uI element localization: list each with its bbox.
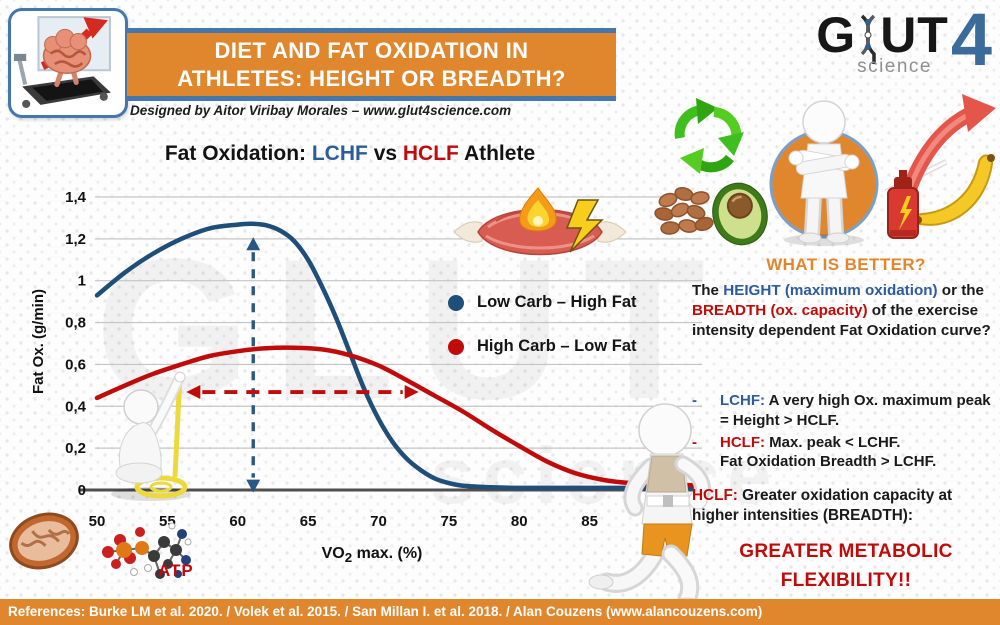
measuring-tape-figure-icon (111, 371, 191, 501)
legend-item-hclf: High Carb – Low Fat (448, 337, 637, 356)
chart-title-hclf: HCLF (402, 142, 459, 165)
logo-text-ut: UT (880, 7, 949, 63)
y-tick-label: 0,2 (65, 440, 86, 457)
bullet-term-lchf: LCHF: (720, 392, 765, 409)
legend-dot-blue (448, 294, 464, 311)
title-line1: DIET AND FAT OXIDATION IN (214, 38, 529, 63)
runner-figure-icon (588, 403, 716, 622)
x-axis-title: VO2 max. (%) (321, 545, 423, 566)
x-tick-label: 80 (511, 513, 528, 530)
height-arrow-head-up (246, 237, 261, 251)
recycle-nuts-avocado-icon (654, 98, 768, 246)
lchf-curve (94, 221, 705, 491)
recycle-arrows-icon (674, 98, 744, 174)
mitochondria-icon (9, 512, 79, 570)
y-tick-label: 0,8 (65, 315, 86, 332)
breadth-term: BREADTH (ox. capacity) (692, 301, 868, 319)
bullet-marker: - (692, 392, 697, 409)
breadth-arrow-head-right (404, 385, 419, 400)
dna-helix-icon (860, 14, 876, 64)
hclf-curve (94, 345, 705, 488)
logo-text-science: science (857, 56, 932, 77)
legend-label-hclf: High Carb – Low Fat (477, 337, 637, 355)
y-tick-label: 0,4 (65, 398, 87, 415)
chart-title-lchf: LCHF (311, 142, 368, 165)
y-axis-title: Fat Ox. (g/min) (30, 289, 47, 395)
energy-gel (887, 170, 919, 239)
chart-title-suffix: Athlete (458, 142, 536, 165)
fat-oxidation-chart: 1,41,210,80,60,40,20505560657075808590 (65, 189, 706, 530)
bullet-term-hclf: HCLF: (720, 433, 765, 451)
final-statement: GREATER METABOLIC FLEXIBILITY!! (739, 541, 953, 592)
title-banner: DIET AND FAT OXIDATION IN ATHLETES: HEIG… (127, 28, 616, 101)
designer-byline: Designed by Aitor Viribay Morales – www.… (130, 103, 512, 118)
conclusion-text: HCLF: Greater oxidation capacity at high… (692, 487, 953, 524)
avocado-icon (712, 182, 768, 246)
brain-treadmill-icon (13, 16, 111, 108)
chart-title-vs: vs (367, 142, 403, 165)
bullet-list: - LCHF: A very high Ox. maximum peak = H… (692, 391, 1000, 474)
references-bar: References: Burke LM et al. 2020. / Vole… (0, 599, 1000, 625)
chart-title-prefix: Fat Oxidation: (164, 142, 312, 165)
legend-item-lchf: Low Carb – High Fat (448, 293, 637, 312)
x-tick-label: 60 (229, 513, 246, 530)
athlete-arms-crossed-icon (769, 100, 879, 246)
logo-text-4: 4 (950, 0, 992, 81)
y-tick-label: 1 (78, 273, 86, 290)
bullet-hclf: - HCLF: Max. peak < LCHF. Fat Oxidation … (692, 433, 937, 471)
brain-treadmill-badge (8, 8, 128, 118)
x-tick-label: 65 (300, 513, 317, 530)
y-tick-label: 1,4 (65, 189, 87, 206)
x-tick-label: 70 (370, 513, 387, 530)
atp-molecule-icon (102, 522, 192, 579)
chart-legend: Low Carb – High Fat High Carb – Low Fat (448, 293, 637, 381)
x-tick-label: 50 (89, 513, 106, 530)
y-tick-label: 0,6 (65, 356, 86, 373)
height-term: HEIGHT (maximum oxidation) (723, 282, 938, 299)
atp-label: ATP (158, 561, 194, 580)
title-line2: ATHLETES: HEIGHT OR BREADTH? (177, 65, 566, 91)
x-tick-label: 85 (581, 513, 598, 530)
panel-paragraph: The HEIGHT (maximum oxidation) or the BR… (692, 282, 991, 339)
y-tick-label: 0 (78, 482, 86, 499)
bullet-marker: - (692, 433, 697, 451)
panel-heading: WHAT IS BETTER? (766, 255, 926, 274)
legend-label-lchf: Low Carb – High Fat (477, 293, 637, 311)
legend-dot-red (448, 338, 464, 355)
energy-gel-banana-arrow-icon (884, 94, 996, 239)
bullet-lchf: - LCHF: A very high Ox. maximum peak = H… (692, 392, 991, 429)
logo-text-g: G (816, 7, 857, 63)
y-tick-label: 1,2 (65, 231, 86, 248)
glut4science-logo: G UT 4 science (756, 0, 998, 90)
burning-muscle-icon (453, 187, 627, 256)
almonds-icon (654, 187, 714, 235)
breadth-arrow-head-left (186, 385, 201, 400)
x-tick-label: 75 (441, 513, 458, 530)
height-arrow-head-down (246, 479, 261, 493)
chart-title: Fat Oxidation: LCHF vs HCLF Athlete (145, 142, 555, 166)
